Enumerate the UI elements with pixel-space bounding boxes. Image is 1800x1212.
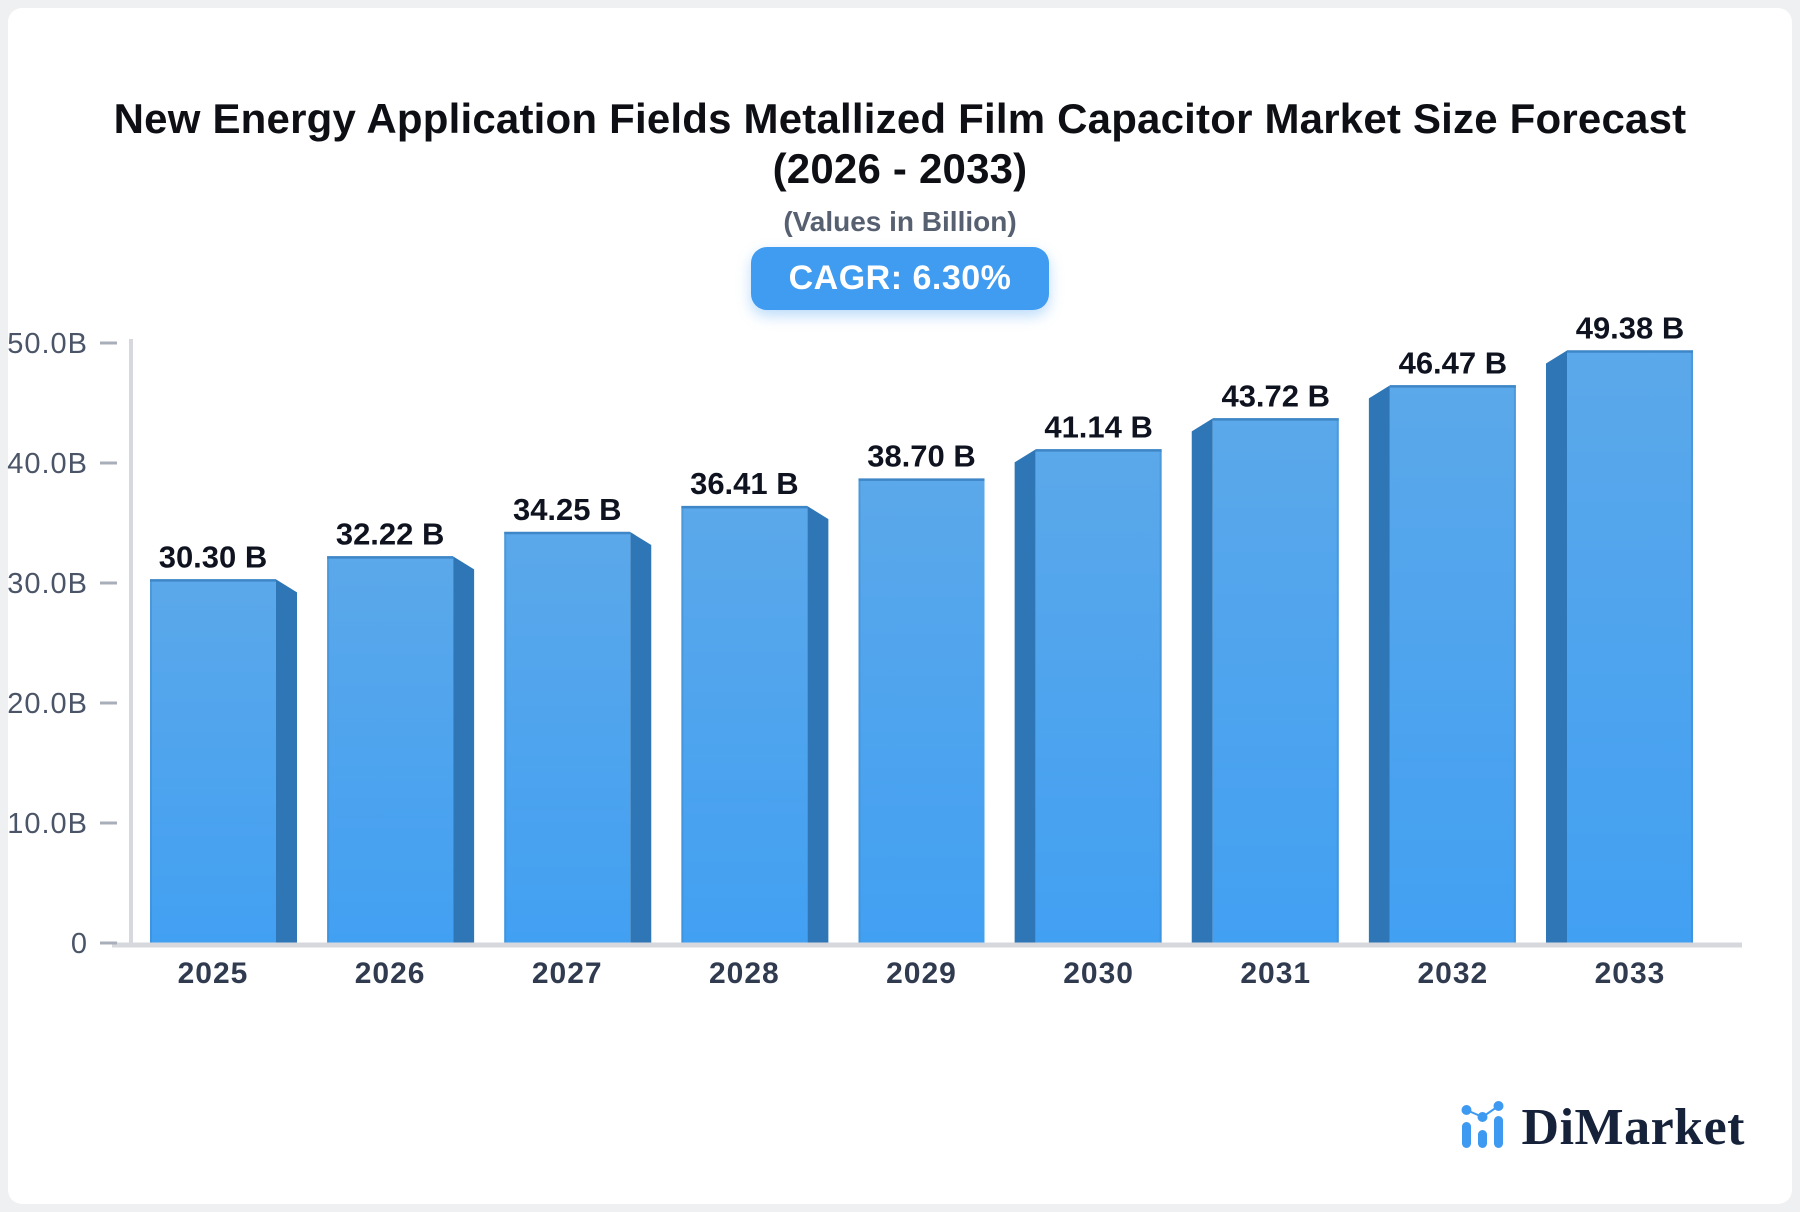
x-tick-label: 2028 [709,957,780,990]
bar-value-label: 46.47 B [1399,345,1508,380]
axis-layer [100,339,1742,948]
y-tick-label: 50.0B [7,328,88,360]
y-tick-label: 10.0B [7,808,88,840]
y-tick-label: 0 [71,928,88,960]
bar [504,532,631,943]
chart-subtitle: (Values in Billion) [783,206,1017,237]
bar-side [1191,418,1213,943]
y-tick-label: 40.0B [7,448,88,480]
logo-bar [1477,1130,1487,1148]
chart-title-line1: New Energy Application Fields Metallized… [113,95,1687,142]
x-tick-label: 2031 [1240,957,1311,990]
x-tick-label: 2029 [886,957,957,990]
bar [150,579,276,943]
labels-layer: 30.30 B 2025 32.22 B 2026 34.25 B 2027 36.41 B… [7,310,1684,990]
bar [1035,449,1162,943]
bar-side [807,506,829,943]
logo-bar [1461,1122,1471,1148]
bar-side [1368,385,1390,943]
y-tick-label: 30.0B [7,568,88,600]
logo-dot [1493,1101,1504,1111]
bar [1212,418,1339,943]
x-tick-label: 2030 [1063,957,1134,990]
bar-value-label: 34.25 B [513,492,622,527]
bar-side [630,532,652,943]
x-tick-label: 2033 [1595,957,1666,990]
x-tick-label: 2032 [1418,957,1489,990]
bar [858,478,985,943]
dimarket-logo: DiMarket [1458,1099,1745,1156]
bar-value-label: 38.70 B [867,439,976,474]
bar-side [276,579,297,943]
logo-wordmark: DiMarket [1521,1099,1745,1156]
bars-layer [150,350,1693,943]
x-tick-label: 2027 [532,957,603,990]
bar-side [1546,350,1567,943]
bar [327,556,454,943]
bar-value-label: 49.38 B [1576,310,1685,345]
bar-value-label: 43.72 B [1221,378,1330,413]
bar-value-label: 32.22 B [336,516,445,551]
logo-dot [1477,1112,1488,1122]
bar-chart-logo-icon [1461,1101,1504,1148]
bar-side [1014,449,1036,943]
bar [1389,385,1516,943]
x-tick-label: 2026 [355,957,426,990]
cagr-badge: CAGR: 6.30% [750,247,1050,310]
chart-title-line2: (2026 - 2033) [772,145,1028,192]
y-tick-label: 20.0B [7,688,88,720]
bar-value-label: 36.41 B [690,466,799,501]
x-tick-label: 2025 [178,957,249,990]
bar [681,506,808,943]
bar-side [453,556,475,943]
bar-value-label: 30.30 B [159,539,268,574]
chart-header: New Energy Application Fields Metallized… [0,94,1800,310]
logo-dot [1461,1105,1472,1115]
bar-value-label: 41.14 B [1044,409,1153,444]
bar [1567,350,1693,943]
logo-bar [1493,1116,1503,1148]
